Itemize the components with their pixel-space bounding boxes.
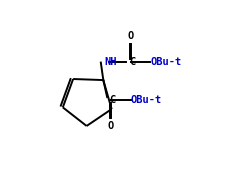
Text: OBu-t: OBu-t — [130, 95, 162, 105]
Text: O: O — [107, 121, 113, 131]
Text: O: O — [127, 31, 133, 41]
Text: C: C — [129, 57, 135, 67]
Text: NH: NH — [104, 57, 116, 67]
Text: C: C — [109, 95, 115, 105]
Text: OBu-t: OBu-t — [150, 57, 181, 67]
